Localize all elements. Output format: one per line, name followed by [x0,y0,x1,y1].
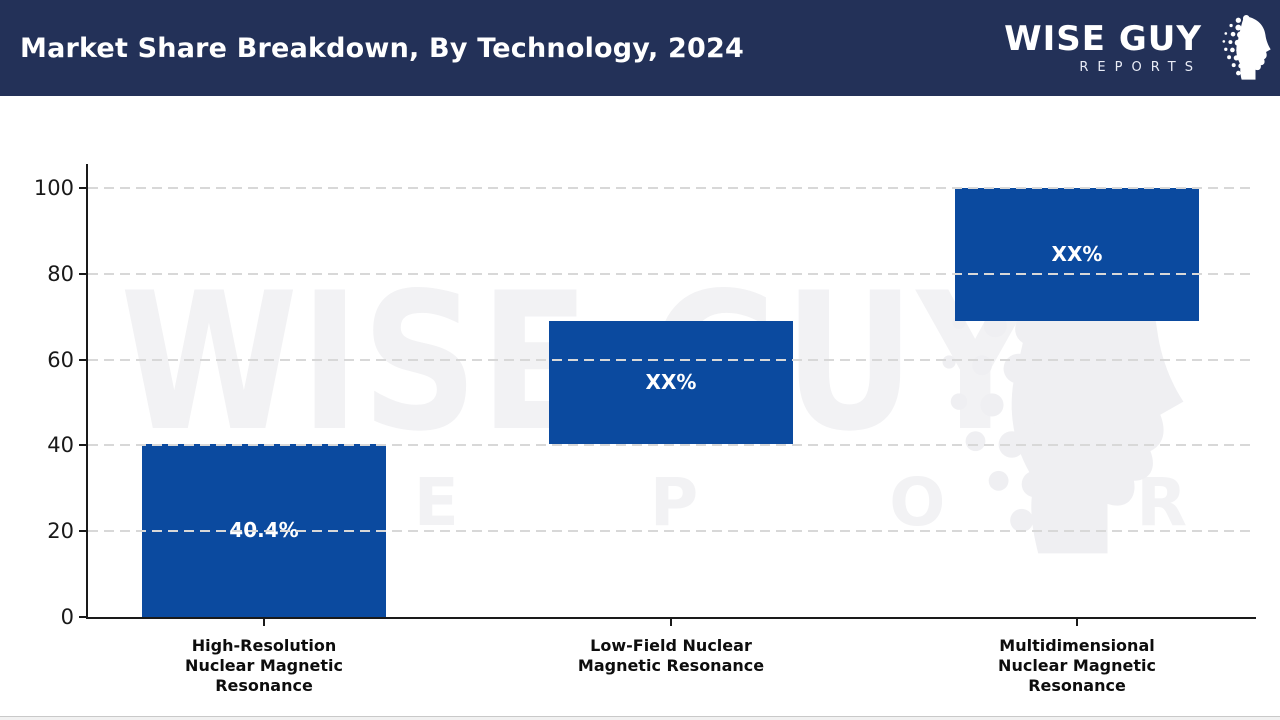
y-tick [79,187,86,189]
footer-strip [0,716,1280,720]
y-axis-spine [86,164,88,619]
header: Market Share Breakdown, By Technology, 2… [0,0,1280,96]
y-tick [79,358,86,361]
y-tick-label: 60 [47,347,74,372]
category-label: High-Resolution Nuclear Magnetic Resonan… [185,636,343,695]
y-tick [79,272,86,275]
category-label: Low-Field Nuclear Magnetic Resonance [577,636,765,675]
bar-segment: XX% [955,188,1199,321]
logo-sub-text: REPORTS [1079,59,1202,75]
page-title: Market Share Breakdown, By Technology, 2… [20,32,745,64]
gridline [88,272,1253,275]
logo-brand-text: WISE GUY [1004,18,1202,59]
y-tick-label: 40 [47,433,74,458]
x-tick [1076,619,1078,626]
gridline [88,444,1253,447]
gridline [88,530,1253,533]
wiseguy-logo-text: WISE GUY REPORTS [1004,22,1202,75]
y-tick-label: 20 [47,519,74,544]
x-tick [263,619,265,626]
x-axis-spine [86,617,1256,619]
x-tick [670,619,672,626]
gridline [88,187,1253,189]
y-tick-label: 100 [33,176,74,200]
y-tick [79,444,86,447]
bar-value-label: XX% [1051,242,1103,267]
bar-value-label: XX% [645,370,697,395]
y-tick-label: 80 [47,261,74,286]
y-tick [79,530,86,533]
y-tick [79,616,86,618]
gridline [88,358,1253,361]
wiseguy-logo: WISE GUY REPORTS [1004,5,1272,91]
y-tick-label: 0 [60,605,74,629]
bar-segment: XX% [549,320,793,444]
wiseguy-face-icon [1222,15,1271,80]
category-label: Multidimensional Nuclear Magnetic Resona… [998,636,1156,695]
